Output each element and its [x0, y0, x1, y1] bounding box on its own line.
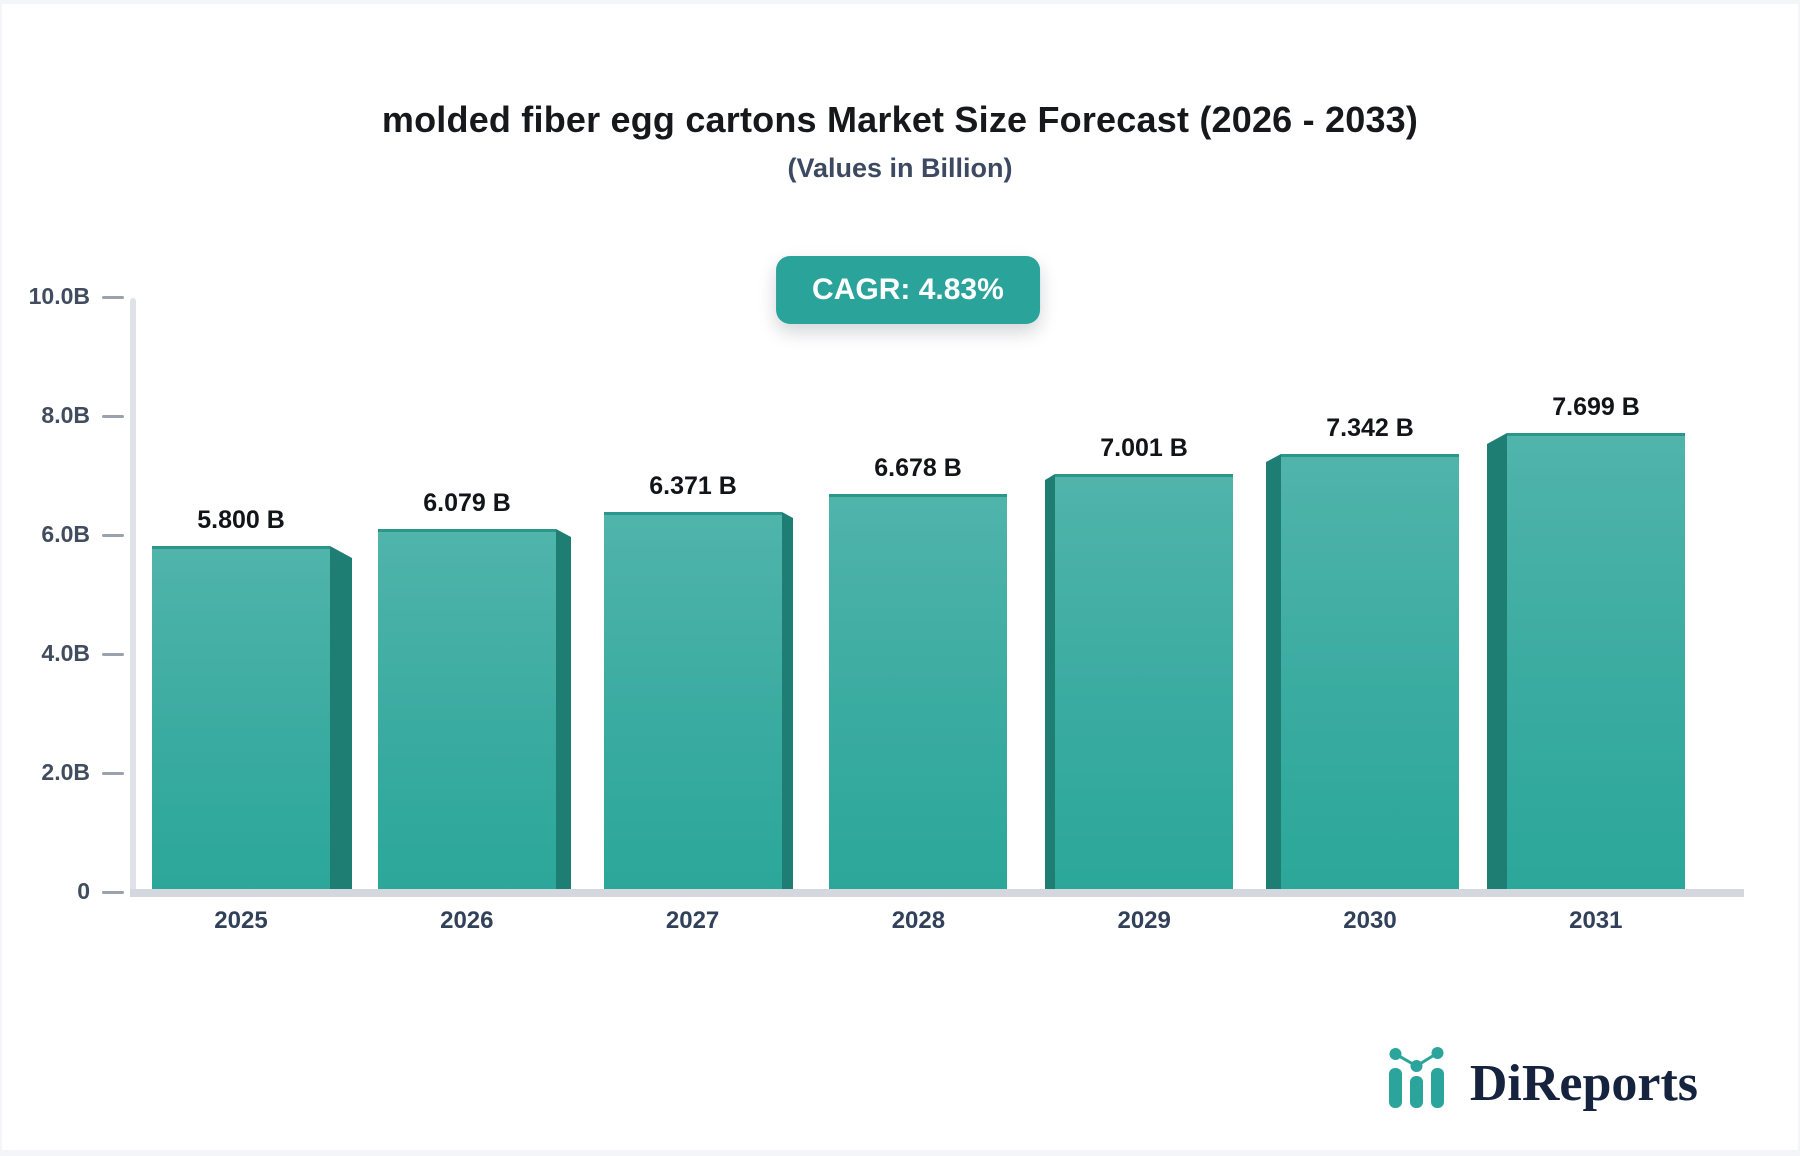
plot-area: 0 2.0B 4.0B 6.0B 8.0B 10.0B 5.800 B 2025 6.079 B…: [2, 4, 1798, 1150]
x-axis-label: 2025: [214, 907, 268, 934]
chart-subtitle: (Values in Billion): [787, 153, 1013, 183]
y-axis-tick-label: 10.0B: [28, 283, 90, 309]
bar-value-label: 6.678 B: [874, 454, 962, 482]
x-axis-label: 2028: [891, 907, 946, 934]
logo: DiReports: [1388, 1046, 1698, 1110]
bar-value-label: 7.001 B: [1100, 434, 1188, 462]
bar-face: [1055, 474, 1233, 891]
chart-title: molded fiber egg cartons Market Size For…: [381, 99, 1419, 140]
y-axis-tick-label: 6.0B: [41, 521, 90, 547]
x-axis-line: [130, 889, 1744, 897]
bar-face: [152, 546, 330, 891]
y-axis-tick-mark: [102, 891, 124, 894]
x-axis-label: 2031: [1569, 907, 1623, 934]
bar-face: [829, 494, 1007, 891]
y-axis-tick-mark: [102, 534, 124, 537]
bar-side-face: [330, 546, 352, 891]
bar-side-face: [782, 512, 793, 891]
bar-value-label: 6.079 B: [423, 489, 511, 517]
bar-face: [604, 512, 782, 891]
y-axis-tick-label: 2.0B: [41, 759, 90, 785]
y-axis-tick-mark: [102, 415, 124, 418]
bar-side-face: [1487, 433, 1507, 891]
y-axis-tick-mark: [102, 296, 124, 299]
logo-text: DiReports: [1469, 1055, 1698, 1112]
x-axis-label: 2029: [1117, 907, 1171, 934]
x-axis-label: 2027: [665, 907, 720, 934]
bar-face: [1507, 433, 1685, 891]
x-axis-label: 2026: [440, 907, 494, 934]
bar-face: [1281, 454, 1459, 891]
cagr-badge: CAGR: 4.83%: [776, 256, 1040, 324]
bar-side-face: [556, 529, 571, 891]
bar-value-label: 5.800 B: [197, 506, 285, 534]
bar-face: [378, 529, 556, 891]
bar-value-label: 6.371 B: [649, 472, 737, 500]
bar-chart-logo-icon: [1388, 1046, 1460, 1110]
y-axis-tick-label: 8.0B: [41, 402, 90, 428]
y-axis-tick-label: 4.0B: [41, 640, 90, 666]
chart-card: molded fiber egg cartons Market Size For…: [2, 4, 1798, 1150]
bar-value-label: 7.342 B: [1326, 414, 1414, 442]
y-axis-tick-mark: [102, 772, 124, 775]
x-axis-label: 2030: [1343, 907, 1397, 934]
y-axis-line: [130, 298, 136, 897]
bar-value-label: 7.699 B: [1552, 393, 1640, 421]
bar-side-face: [1266, 454, 1281, 891]
bar-side-face: [1045, 474, 1055, 891]
y-axis-tick-label: 0: [77, 878, 90, 904]
y-axis-tick-mark: [102, 653, 124, 656]
